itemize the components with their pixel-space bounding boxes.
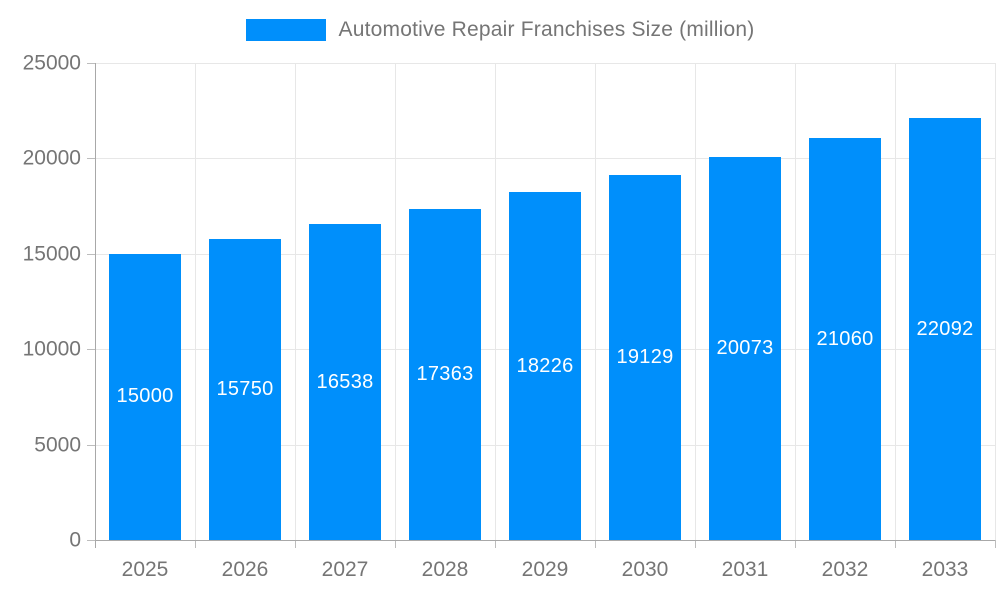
bar-value-label: 22092	[916, 317, 974, 340]
x-tick-mark	[995, 540, 996, 548]
y-axis-line	[95, 63, 96, 548]
bar-value-label: 21060	[816, 327, 874, 350]
bar-value-label: 15750	[216, 378, 274, 401]
y-tick-mark	[87, 444, 95, 446]
y-axis-tick-label: 25000	[22, 51, 81, 75]
x-axis-tick-label: 2032	[821, 558, 869, 581]
gridline-vertical	[195, 63, 196, 540]
bar-value-label: 20073	[716, 336, 774, 359]
gridline-vertical	[995, 63, 996, 540]
y-axis-tick-label: 5000	[34, 433, 81, 457]
y-axis-tick-label: 20000	[22, 146, 81, 170]
x-tick-mark	[495, 540, 496, 548]
legend[interactable]: Automotive Repair Franchises Size (milli…	[0, 18, 1000, 42]
x-tick-mark	[895, 540, 896, 548]
y-axis-tick-label: 0	[69, 528, 81, 552]
y-axis-tick-label: 10000	[22, 337, 81, 361]
gridline-horizontal	[95, 63, 995, 64]
x-axis-tick-label: 2025	[121, 558, 169, 581]
y-tick-mark	[87, 158, 95, 160]
y-tick-mark	[87, 63, 95, 64]
x-axis-tick-label: 2031	[721, 558, 769, 581]
gridline-vertical	[795, 63, 796, 540]
x-axis-tick-label: 2027	[321, 558, 369, 581]
x-tick-mark	[795, 540, 796, 548]
bar-value-label: 18226	[516, 354, 574, 377]
bar: 15000	[109, 253, 181, 540]
gridline-vertical	[295, 63, 296, 540]
y-tick-mark	[87, 349, 95, 351]
x-axis-tick-label: 2028	[421, 558, 469, 581]
gridline-vertical	[395, 63, 396, 540]
x-axis-tick-label: 2033	[921, 558, 969, 581]
bar-value-label: 17363	[416, 362, 474, 385]
gridline-horizontal	[95, 158, 995, 160]
legend-swatch-icon	[245, 19, 326, 41]
legend-label: Automotive Repair Franchises Size (milli…	[338, 18, 755, 41]
x-axis-line	[95, 540, 995, 541]
y-tick-mark	[87, 253, 95, 255]
bar-value-label: 15000	[116, 385, 174, 408]
bar: 18226	[509, 192, 581, 540]
x-tick-mark	[195, 540, 196, 548]
x-tick-mark	[295, 540, 296, 548]
bar: 20073	[709, 157, 781, 540]
bar: 21060	[809, 138, 881, 540]
bar: 22092	[909, 118, 981, 540]
x-tick-mark	[695, 540, 696, 548]
gridline-vertical	[895, 63, 896, 540]
bar: 19129	[609, 175, 681, 540]
x-axis-tick-label: 2026	[221, 558, 269, 581]
y-axis-tick-label: 15000	[22, 242, 81, 266]
bar: 16538	[309, 224, 381, 540]
gridline-vertical	[595, 63, 596, 540]
x-axis-tick-label: 2029	[521, 558, 569, 581]
gridline-vertical	[495, 63, 496, 540]
bar-value-label: 16538	[316, 370, 374, 393]
x-axis-tick-label: 2030	[621, 558, 669, 581]
bar: 17363	[409, 208, 481, 540]
y-tick-mark	[87, 540, 95, 541]
x-tick-mark	[395, 540, 396, 548]
gridline-vertical	[695, 63, 696, 540]
x-tick-mark	[595, 540, 596, 548]
bar-value-label: 19129	[616, 346, 674, 368]
bar: 15750	[209, 239, 281, 540]
